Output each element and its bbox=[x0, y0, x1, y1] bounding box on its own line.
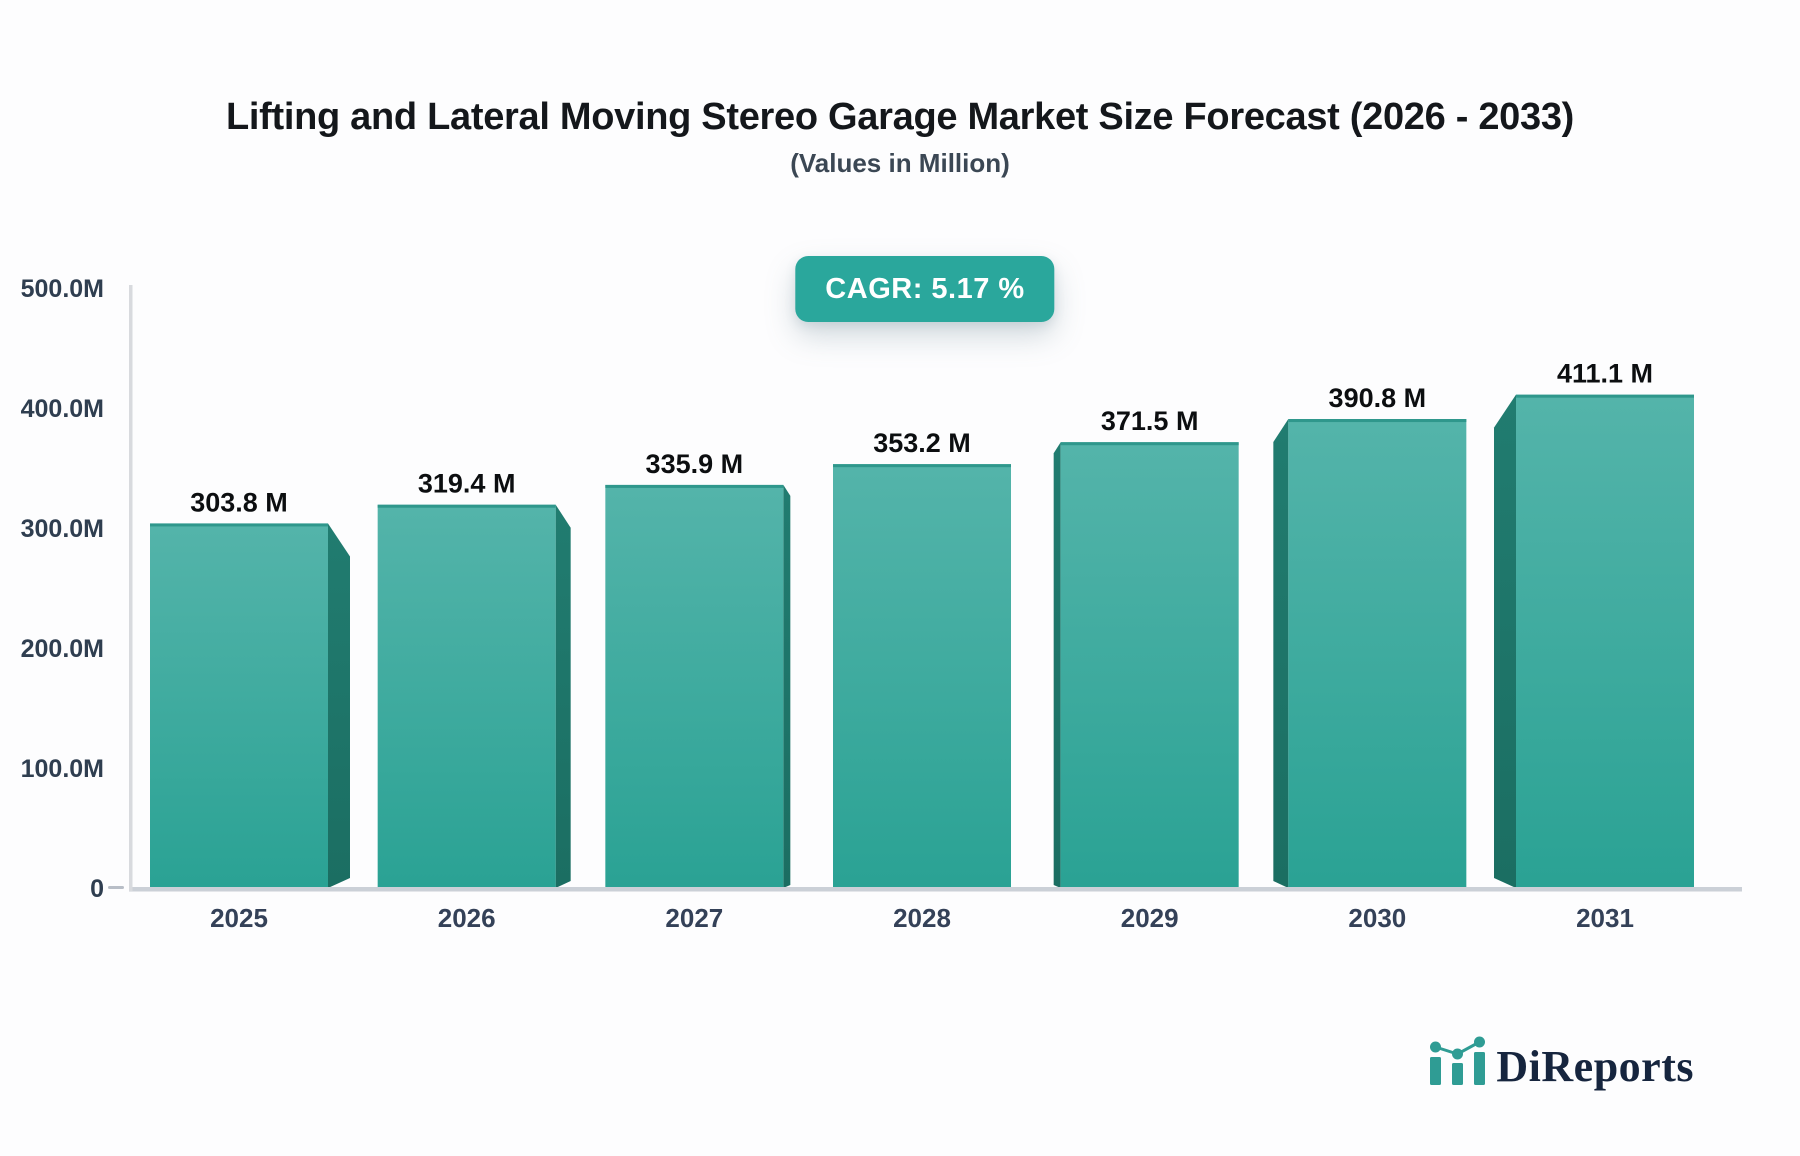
y-axis-line bbox=[129, 285, 133, 891]
logo-bar bbox=[1474, 1052, 1486, 1085]
bar-top-edge bbox=[150, 523, 328, 527]
bar-face bbox=[377, 504, 556, 888]
x-axis-label: 2029 bbox=[1121, 903, 1179, 933]
bar-top-edge bbox=[605, 484, 784, 488]
y-axis-zero-tick bbox=[108, 886, 124, 889]
cagr-badge-label: CAGR: 5.17 % bbox=[825, 273, 1025, 305]
cagr-badge: CAGR: 5.17 % bbox=[795, 256, 1055, 322]
x-axis-label: 2030 bbox=[1348, 903, 1406, 933]
x-axis-label: 2027 bbox=[665, 903, 723, 933]
y-axis-label: 500.0M bbox=[21, 275, 104, 303]
x-axis-label: 2025 bbox=[210, 903, 268, 933]
direports-logo: DiReports bbox=[1429, 1034, 1694, 1089]
logo-dot bbox=[1452, 1048, 1464, 1060]
logo-dot bbox=[1474, 1036, 1486, 1048]
bar-top-edge bbox=[1516, 394, 1695, 398]
y-axis-label: 0 bbox=[90, 875, 104, 903]
bar-2028: 353.2 M 2028 bbox=[833, 428, 1012, 933]
bar-value-label: 303.8 M bbox=[190, 487, 288, 517]
y-axis-label: 200.0M bbox=[21, 635, 104, 663]
y-axis-label: 100.0M bbox=[21, 755, 104, 783]
bar-top-edge bbox=[377, 504, 556, 508]
bar-face bbox=[1516, 394, 1695, 888]
bar-value-label: 411.1 M bbox=[1557, 359, 1653, 389]
bar-face bbox=[150, 523, 328, 888]
chart-title: Lifting and Lateral Moving Stereo Garage… bbox=[225, 96, 1575, 138]
bar-value-label: 390.8 M bbox=[1329, 383, 1427, 413]
bar-face bbox=[605, 484, 784, 888]
bar-value-label: 319.4 M bbox=[418, 469, 516, 499]
bar-top-edge bbox=[833, 464, 1012, 468]
logo-bar bbox=[1430, 1057, 1442, 1085]
bar-2025: 303.8 M 2025 bbox=[150, 487, 350, 933]
bar-side-3d bbox=[1494, 394, 1517, 888]
bar-side-3d bbox=[1273, 419, 1289, 888]
bar-value-label: 353.2 M bbox=[873, 428, 971, 458]
logo-text: DiReports bbox=[1496, 1042, 1694, 1091]
bar-side-3d bbox=[555, 504, 571, 888]
bar-face bbox=[1288, 419, 1467, 888]
y-axis-label: 400.0M bbox=[21, 395, 104, 423]
chart-subtitle: (Values in Million) bbox=[790, 148, 1010, 178]
bar-2027: 335.9 M 2027 bbox=[605, 449, 791, 933]
bar-face bbox=[1060, 442, 1239, 888]
bar-top-edge bbox=[1288, 419, 1467, 423]
bar-top-edge bbox=[1060, 442, 1239, 446]
bar-2026: 319.4 M 2026 bbox=[377, 469, 571, 933]
bar-2031: 411.1 M 2031 bbox=[1494, 359, 1695, 933]
x-axis-line bbox=[129, 887, 1742, 892]
logo-mini-bar-line-chart-icon bbox=[1430, 1036, 1486, 1085]
bar-2029: 371.5 M 2029 bbox=[1053, 406, 1239, 933]
y-axis-label: 300.0M bbox=[21, 515, 104, 543]
bar-value-label: 335.9 M bbox=[646, 449, 744, 479]
logo-bar bbox=[1452, 1063, 1464, 1085]
bar-side-3d bbox=[1053, 442, 1061, 888]
x-axis-label: 2031 bbox=[1576, 903, 1634, 933]
bar-side-3d bbox=[328, 523, 350, 888]
bar-face bbox=[833, 464, 1012, 888]
logo-dot bbox=[1430, 1041, 1442, 1053]
bar-value-label: 371.5 M bbox=[1101, 406, 1199, 436]
x-axis-label: 2026 bbox=[438, 903, 496, 933]
bar-2030: 390.8 M 2030 bbox=[1273, 383, 1467, 933]
x-axis-label: 2028 bbox=[893, 903, 951, 933]
bar-side-3d bbox=[783, 484, 791, 888]
